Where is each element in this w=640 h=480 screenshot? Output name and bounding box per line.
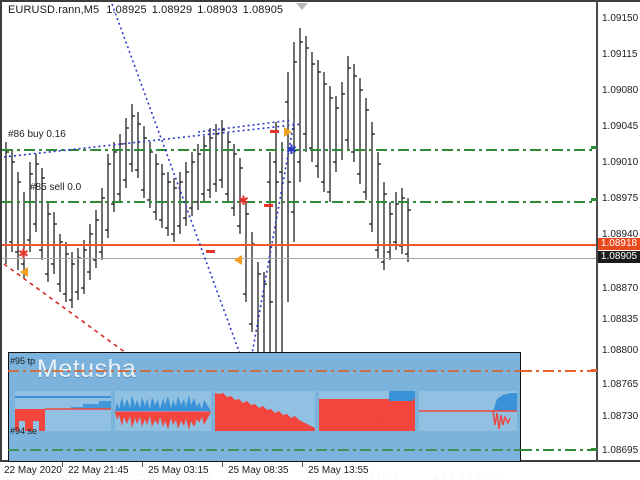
chart-top-triangle-icon bbox=[296, 3, 308, 10]
ohlc-open: 1.08925 bbox=[106, 4, 147, 16]
sparkline-today bbox=[319, 391, 415, 431]
level-line-ask bbox=[2, 258, 596, 259]
sparkline-month bbox=[419, 391, 517, 431]
price-axis-divider bbox=[596, 0, 598, 462]
panel-brand-title: Metusha bbox=[37, 355, 137, 383]
marker-arrow-right-a bbox=[284, 127, 292, 137]
axis-mark-orange bbox=[591, 369, 597, 372]
panel-value-lots: 0.30/0.03 bbox=[35, 471, 91, 480]
marker-star-red-mid: ✱ bbox=[238, 193, 249, 208]
time-axis-sep bbox=[222, 462, 223, 467]
sparkline-lots bbox=[15, 391, 111, 431]
window-left-border bbox=[0, 0, 2, 462]
marker-star-red-left: ✱ bbox=[18, 246, 29, 261]
panel-cell-drawdown[interactable]: 0.85% Drawdown bbox=[215, 391, 315, 480]
marker-arrow-left-a bbox=[20, 267, 28, 277]
panel-tag-tp: #95 tp bbox=[10, 356, 36, 366]
price-tick: 1.08695 bbox=[602, 445, 639, 456]
price-tick: 1.08765 bbox=[602, 379, 639, 390]
panel-level-green bbox=[8, 449, 521, 451]
price-tick: 1.08870 bbox=[602, 283, 639, 294]
ohlc-low: 1.08903 bbox=[197, 4, 238, 16]
ask-price-badge: 1.08905 bbox=[598, 251, 640, 263]
time-tick: 25 May 03:15 bbox=[148, 465, 209, 476]
time-tick: 22 May 2020 bbox=[4, 465, 62, 476]
metusha-info-panel[interactable]: Metusha 0.30/0.03 Lots bbox=[8, 352, 521, 480]
axis-mark-green-upper bbox=[591, 146, 597, 149]
panel-cell-month[interactable]: 813.44 USD Month bbox=[419, 391, 517, 480]
marker-arrow-left-b bbox=[234, 255, 242, 265]
level-line-bid bbox=[2, 244, 596, 246]
axis-mark-green-lower bbox=[591, 198, 597, 201]
time-tick: 25 May 13:55 bbox=[308, 465, 369, 476]
level-line-green-lower bbox=[2, 201, 596, 203]
panel-cell-lots[interactable]: 0.30/0.03 Lots bbox=[15, 391, 111, 480]
price-tick: 1.09010 bbox=[602, 157, 639, 168]
price-tick: 1.09080 bbox=[602, 85, 639, 96]
ohlc-high: 1.08929 bbox=[151, 4, 193, 16]
bid-price-badge: 1.08918 bbox=[598, 238, 640, 250]
marker-star-blue: ✱ bbox=[286, 142, 297, 157]
level-green-right-segment bbox=[521, 449, 596, 451]
sparkline-prices bbox=[115, 391, 211, 431]
marker-dash-red-b bbox=[206, 250, 215, 253]
trade-label-buy: #86 buy 0.16 bbox=[8, 129, 66, 140]
price-tick: 1.08730 bbox=[602, 411, 639, 422]
level-orange-right-segment bbox=[521, 370, 596, 372]
panel-value-drawdown: 0.85% bbox=[246, 471, 284, 480]
chart-title: EURUSD.rann,M5 1.08925 1.08929 1.08903 1.089… bbox=[8, 4, 288, 16]
axis-mark-green-panel bbox=[591, 448, 597, 451]
chart-plot-area[interactable]: ✱ ✱ ✱ #86 buy 0.16 #85 sell 0.0 bbox=[2, 2, 596, 460]
time-axis-sep bbox=[62, 462, 63, 467]
panel-value-month: 813.44 USD bbox=[432, 471, 504, 480]
price-tick: 1.08835 bbox=[602, 314, 639, 325]
window-top-border bbox=[0, 0, 640, 2]
trade-label-sell: #85 sell 0.0 bbox=[30, 182, 82, 193]
time-tick: 25 May 08:35 bbox=[228, 465, 289, 476]
ohlc-close: 1.08905 bbox=[242, 4, 284, 16]
panel-cell-today[interactable]: 35.35 USD Today bbox=[319, 391, 415, 480]
time-axis-sep bbox=[302, 462, 303, 467]
price-tick: 1.09150 bbox=[602, 13, 639, 24]
marker-dash-red-c bbox=[264, 204, 273, 207]
panel-tag-sell: #94 se bbox=[10, 426, 38, 436]
price-tick: 1.08975 bbox=[602, 193, 639, 204]
price-tick: 1.08800 bbox=[602, 345, 639, 356]
level-line-green-upper bbox=[2, 149, 596, 151]
marker-dash-red-a bbox=[270, 130, 279, 133]
price-axis[interactable]: 1.09150 1.09115 1.09080 1.09045 1.09010 … bbox=[591, 0, 640, 462]
price-tick: 1.09045 bbox=[602, 121, 639, 132]
price-tick: 1.08940 bbox=[602, 229, 639, 240]
sparkline-drawdown bbox=[215, 391, 315, 431]
time-axis-sep bbox=[142, 462, 143, 467]
panel-value-prices: 1.09204/1.08888 bbox=[115, 471, 213, 480]
time-axis[interactable]: 22 May 2020 22 May 21:45 25 May 03:15 25… bbox=[0, 462, 640, 480]
price-tick: 1.09115 bbox=[602, 49, 638, 60]
time-tick: 22 May 21:45 bbox=[68, 465, 129, 476]
panel-level-orange bbox=[8, 370, 521, 372]
panel-value-today: 35.35 USD bbox=[335, 471, 399, 480]
chart-symbol-period: EURUSD.rann,M5 bbox=[8, 4, 100, 16]
panel-cell-prices[interactable]: 1.09204/1.08888 Prices bbox=[115, 391, 213, 480]
